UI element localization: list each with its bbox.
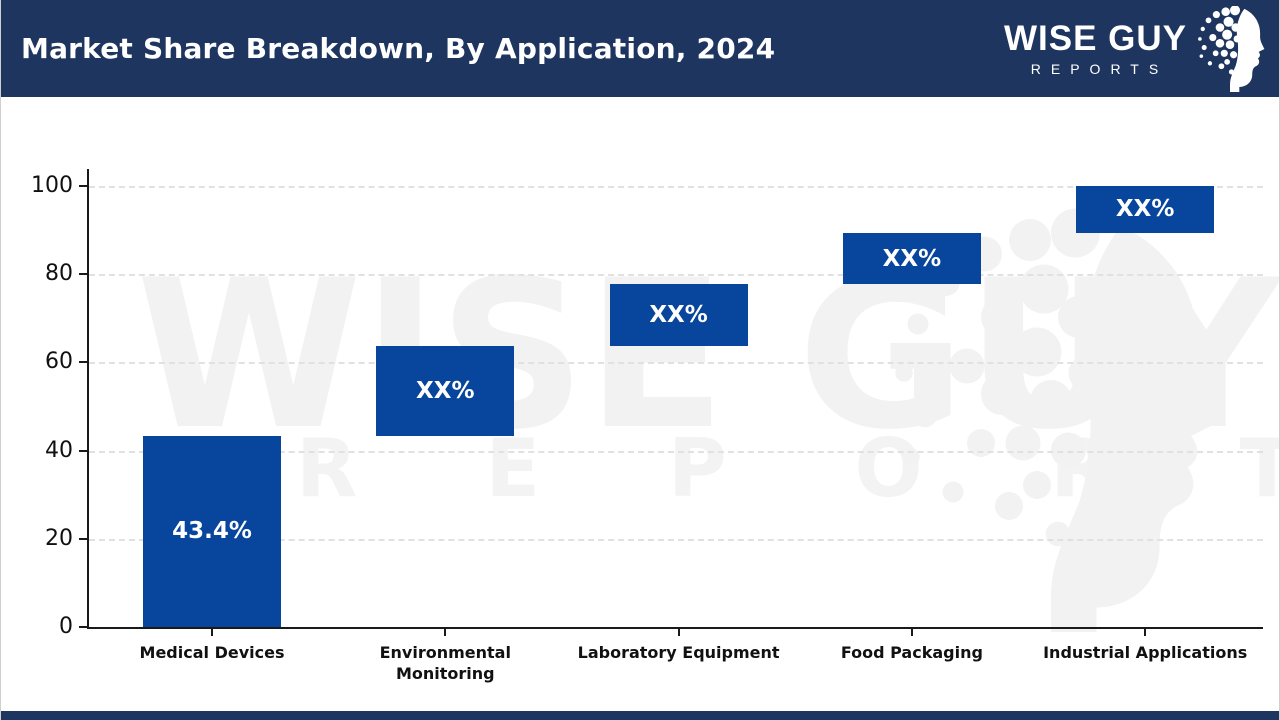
- gridline: [89, 186, 1263, 188]
- y-tick-mark: [79, 449, 87, 452]
- wiseguy-logo: WISE GUY REPORTS: [1004, 5, 1279, 92]
- y-tick-label: 60: [45, 349, 73, 375]
- chart-title: Market Share Breakdown, By Application, …: [21, 32, 776, 65]
- y-tick-label: 0: [59, 614, 73, 639]
- y-tick-label: 80: [45, 261, 73, 287]
- x-category-label: Laboratory Equipment: [577, 643, 780, 662]
- bar-value-label: XX%: [649, 302, 708, 329]
- x-category-label: Environmental Monitoring: [379, 643, 511, 683]
- chart-area: WISE GUY R E P O R T S 02040608010043.4%…: [1, 97, 1279, 711]
- logo-head-icon: [1198, 5, 1265, 92]
- watermark-head-icon: [895, 208, 1219, 632]
- bar-value-label: XX%: [1115, 196, 1175, 223]
- y-tick-mark: [79, 273, 87, 276]
- bar-medical-devices: 43.4%: [143, 435, 281, 627]
- x-tick-mark: [444, 629, 447, 636]
- bar-environmental-monitoring: XX%: [376, 346, 515, 436]
- gridline: [89, 538, 1263, 541]
- y-tick-mark: [79, 626, 87, 628]
- x-category-label: Food Packaging: [840, 643, 983, 662]
- logo-reports-text: REPORTS: [1030, 60, 1169, 77]
- x-axis: [87, 627, 1263, 629]
- x-tick-mark: [677, 629, 680, 636]
- y-tick-label: 20: [45, 525, 73, 551]
- logo-wiseguy-text: WISE GUY: [1003, 18, 1187, 58]
- gridline: [89, 274, 1263, 277]
- header-bar: Market Share Breakdown, By Application, …: [1, 0, 1279, 97]
- x-tick-mark: [211, 629, 213, 636]
- bar-food-packaging: XX%: [842, 232, 981, 285]
- y-axis: [87, 169, 89, 629]
- y-tick-label: 40: [45, 437, 73, 463]
- bar-value-label: 43.4%: [172, 518, 252, 545]
- gridline: [89, 362, 1263, 365]
- x-category-label: Medical Devices: [139, 643, 285, 662]
- bar-industrial-applications: XX%: [1076, 186, 1215, 233]
- y-tick-label: 100: [31, 173, 73, 198]
- gridline: [89, 450, 1263, 453]
- x-category-label: Industrial Applications: [1043, 643, 1248, 662]
- x-tick-mark: [1144, 629, 1147, 636]
- y-tick-mark: [79, 537, 87, 540]
- footer-bar: [1, 711, 1279, 720]
- y-tick-mark: [79, 361, 87, 364]
- y-tick-mark: [79, 185, 87, 187]
- bar-laboratory-equipment: XX%: [609, 284, 748, 347]
- bar-value-label: XX%: [416, 377, 475, 404]
- bar-value-label: XX%: [882, 245, 942, 272]
- logo-text: WISE GUY REPORTS: [1004, 21, 1187, 77]
- x-tick-mark: [910, 629, 913, 636]
